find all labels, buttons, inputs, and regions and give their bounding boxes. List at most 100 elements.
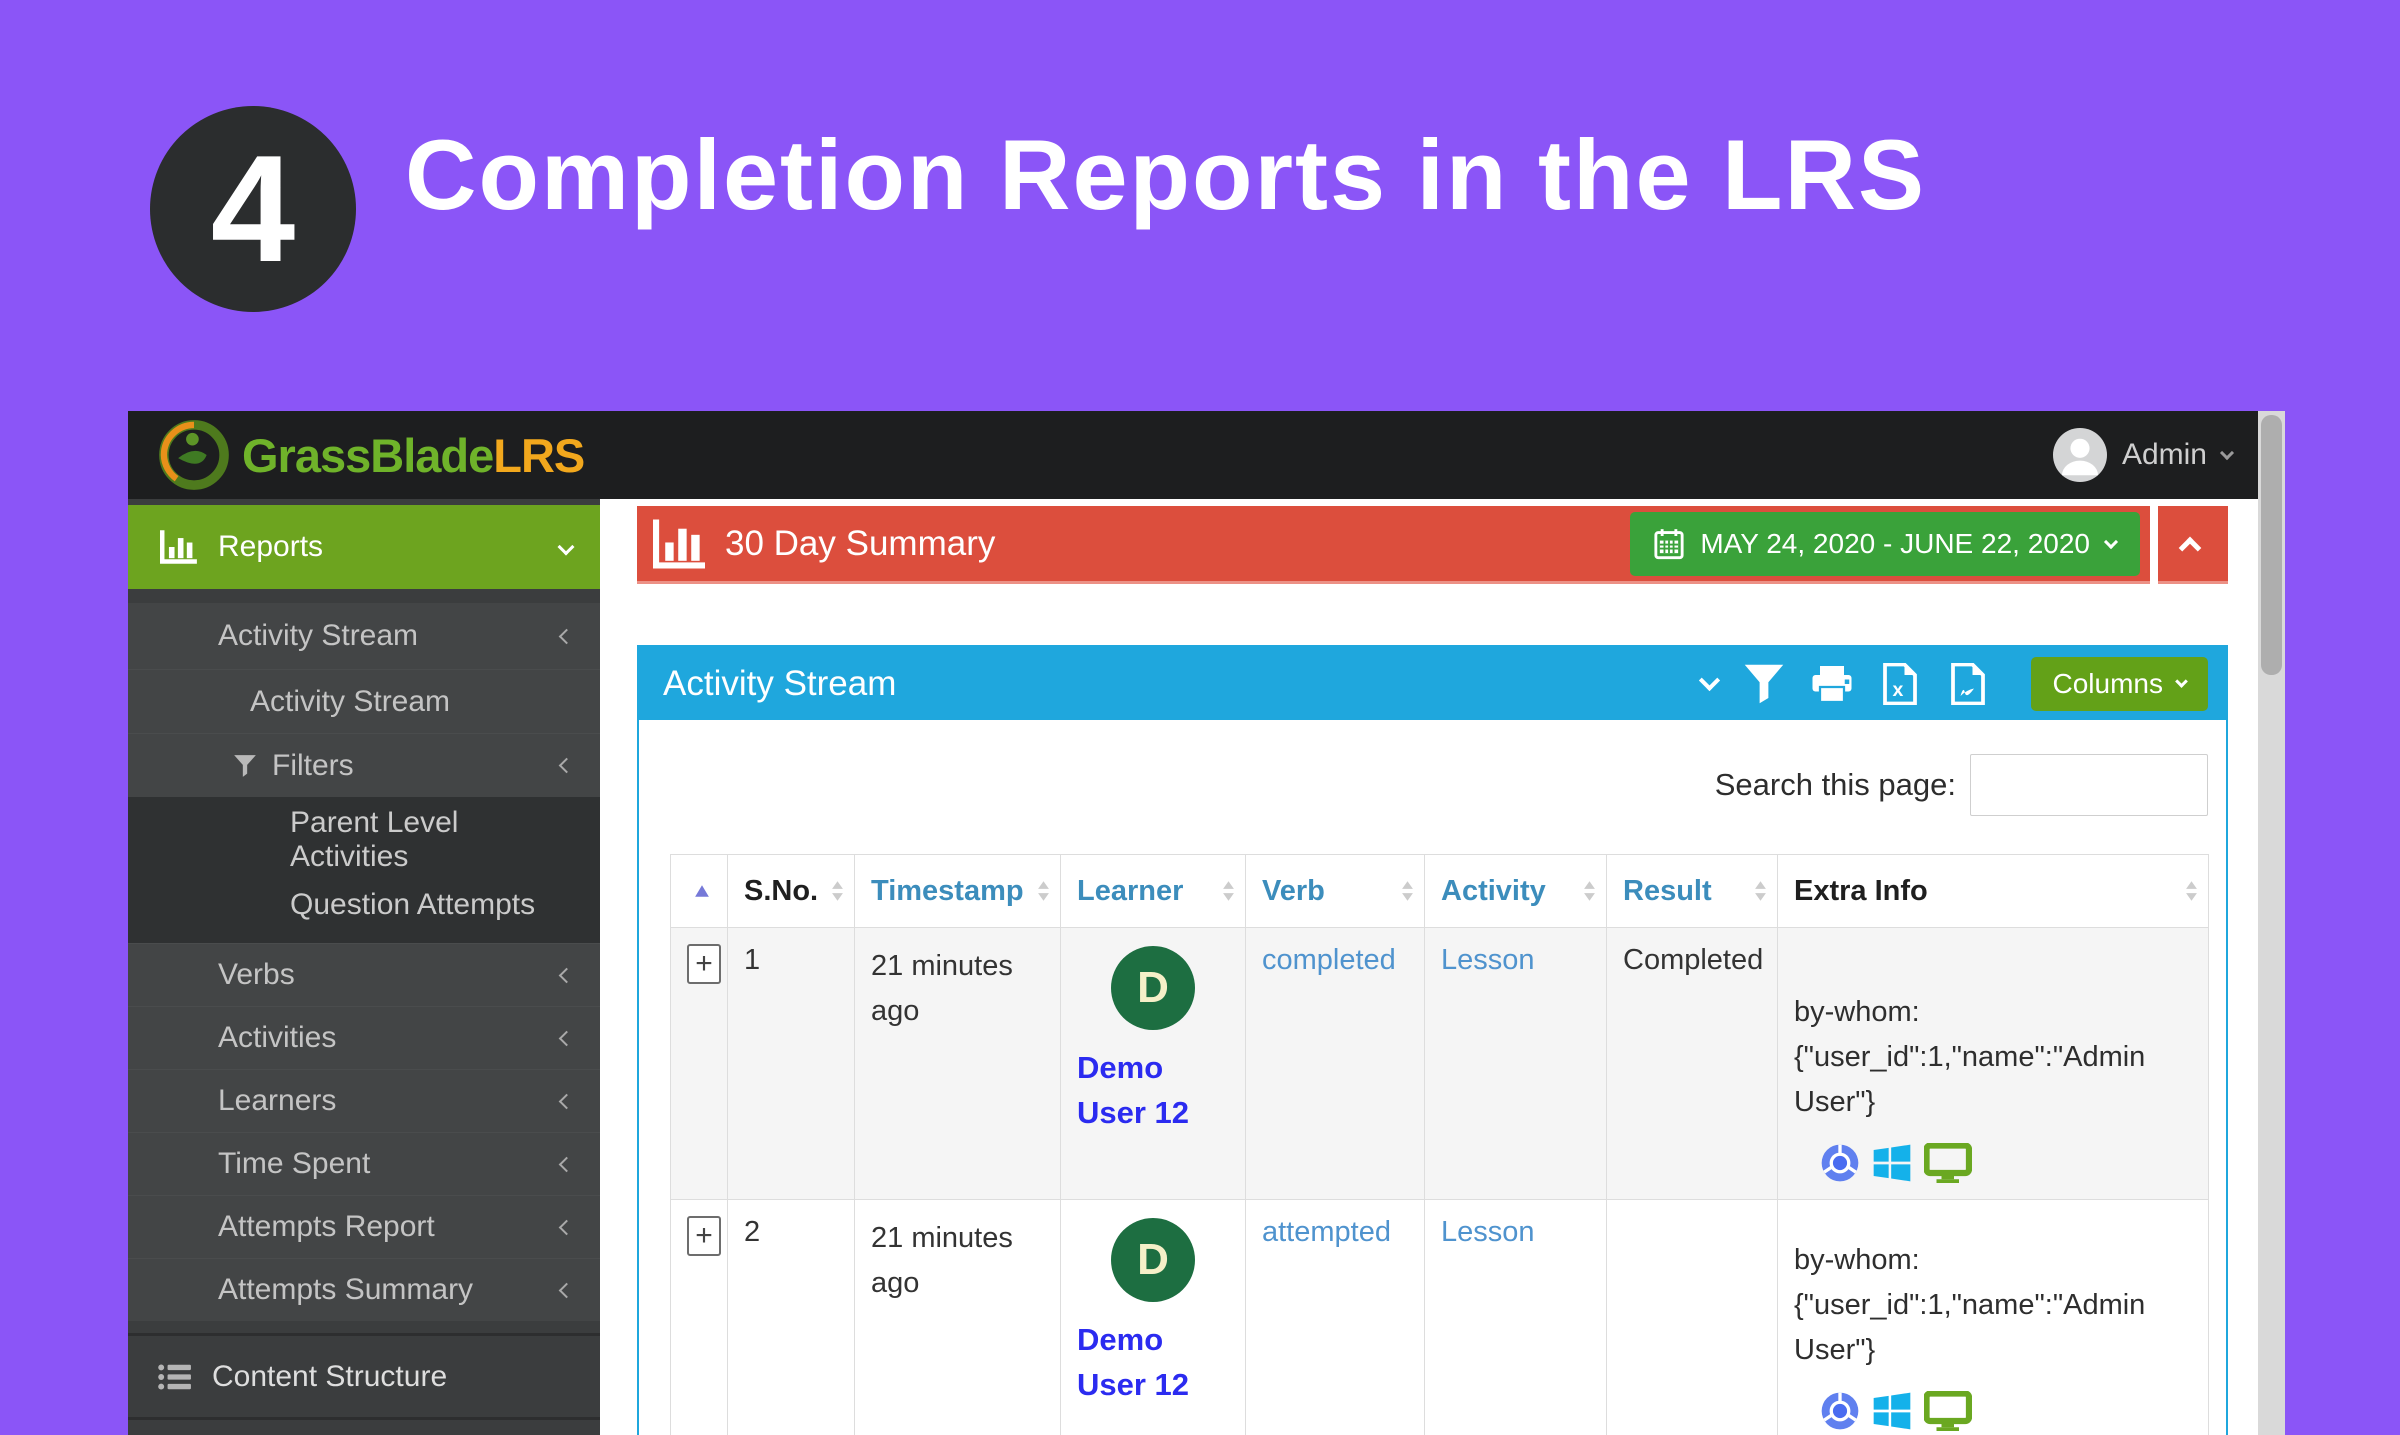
sidebar-item-reports[interactable]: Reports bbox=[128, 505, 600, 589]
step-number-badge: 4 bbox=[150, 106, 356, 312]
sidebar-item-activities[interactable]: Activities bbox=[128, 1006, 600, 1069]
sidebar-item-label: Reports bbox=[218, 530, 324, 563]
app-header: GrassBladeLRS Admin bbox=[128, 411, 2258, 499]
learner-link[interactable]: Demo User 12 bbox=[1077, 1050, 1190, 1130]
cell-timestamp: 21 minutes ago bbox=[854, 1198, 1061, 1435]
sidebar-item-content-structure[interactable]: Content Structure bbox=[128, 1336, 600, 1420]
user-menu[interactable]: Admin bbox=[2052, 428, 2235, 482]
sidebar-item-label: Time Spent bbox=[218, 1147, 371, 1180]
date-range-button[interactable]: MAY 24, 2020 - JUNE 22, 2020 bbox=[1630, 511, 2140, 576]
brand-name-primary: GrassBlade bbox=[242, 428, 494, 482]
cell-verb: completed bbox=[1245, 927, 1425, 1200]
column-header-activity[interactable]: Activity bbox=[1424, 854, 1607, 928]
step-number: 4 bbox=[210, 123, 296, 294]
column-sort-indicator[interactable] bbox=[670, 854, 728, 928]
cell-result: Completed bbox=[1606, 927, 1778, 1200]
sidebar-item-activity-stream[interactable]: Activity Stream bbox=[128, 603, 600, 669]
chevron-left-icon bbox=[558, 1093, 575, 1109]
columns-button[interactable]: Columns bbox=[2030, 656, 2208, 711]
column-header-learner[interactable]: Learner bbox=[1060, 854, 1246, 928]
environment-icons bbox=[1820, 1390, 2192, 1431]
expand-row-button[interactable]: + bbox=[687, 1215, 721, 1256]
sidebar-item-label: Question Attempts bbox=[290, 888, 536, 921]
cell-learner: D Demo User 12 bbox=[1060, 927, 1246, 1200]
print-button[interactable] bbox=[1811, 663, 1853, 705]
pdf-file-icon bbox=[1950, 662, 1985, 705]
brand-name: GrassBladeLRS bbox=[242, 428, 585, 483]
sidebar-item-attempts-summary[interactable]: Attempts Summary bbox=[128, 1258, 600, 1321]
sort-icon bbox=[1584, 881, 1595, 901]
learner-link[interactable]: Demo User 12 bbox=[1077, 1321, 1190, 1402]
printer-icon bbox=[1812, 665, 1852, 703]
sidebar-divider bbox=[128, 1333, 600, 1336]
sidebar-item-filters[interactable]: Filters bbox=[128, 733, 600, 797]
sidebar-item-label: Activities bbox=[218, 1021, 337, 1054]
filter-button[interactable] bbox=[1743, 663, 1785, 705]
grassblade-logo-icon bbox=[159, 420, 229, 490]
verb-link[interactable]: completed bbox=[1262, 944, 1396, 976]
activity-link[interactable]: Lesson bbox=[1441, 1215, 1535, 1248]
cell-extra-info: by-whom: {"user_id":1,"name":"Admin User… bbox=[1777, 927, 2209, 1200]
sidebar-item-label: Learners bbox=[218, 1084, 337, 1117]
chrome-icon bbox=[1821, 1144, 1859, 1182]
collapse-button[interactable] bbox=[2158, 505, 2222, 583]
activity-link[interactable]: Lesson bbox=[1441, 944, 1535, 976]
column-header-timestamp[interactable]: Timestamp bbox=[854, 854, 1061, 928]
vertical-scrollbar[interactable] bbox=[2258, 411, 2285, 1435]
sidebar-item-label: Verbs bbox=[218, 958, 295, 991]
column-header-verb[interactable]: Verb bbox=[1245, 854, 1425, 928]
collapse-panel-button[interactable] bbox=[1698, 669, 1720, 692]
chevron-left-icon bbox=[558, 1030, 575, 1046]
column-header-sno[interactable]: S.No. bbox=[727, 854, 855, 928]
app-window: GrassBladeLRS Admin bbox=[128, 411, 2285, 1435]
cell-sno: 1 bbox=[727, 927, 855, 1200]
scrollbar-thumb[interactable] bbox=[2261, 415, 2282, 675]
sidebar-item-parent-level-activities[interactable]: Parent Level Activities bbox=[128, 806, 600, 873]
sidebar-item-question-attempts[interactable]: Question Attempts bbox=[128, 873, 600, 937]
sidebar-item-label: Activity Stream bbox=[218, 619, 419, 652]
environment-icons bbox=[1820, 1142, 2192, 1183]
chevron-down-icon bbox=[2219, 445, 2235, 460]
windows-icon bbox=[1873, 1144, 1911, 1182]
sidebar-item-verbs[interactable]: Verbs bbox=[128, 943, 600, 1006]
export-pdf-button[interactable] bbox=[1947, 662, 1989, 705]
calendar-icon bbox=[1654, 528, 1684, 559]
sort-icon bbox=[1402, 881, 1413, 901]
excel-file-icon: x bbox=[1882, 662, 1917, 705]
sidebar-item-attempts-report[interactable]: Attempts Report bbox=[128, 1195, 600, 1258]
sort-icon bbox=[1755, 881, 1766, 901]
sidebar-item-label: Activity Stream bbox=[250, 684, 451, 718]
date-range-label: MAY 24, 2020 - JUNE 22, 2020 bbox=[1700, 527, 2090, 559]
brand-logo-area: GrassBladeLRS bbox=[156, 417, 585, 493]
verb-link[interactable]: attempted bbox=[1262, 1215, 1391, 1248]
column-header-extra-info[interactable]: Extra Info bbox=[1777, 854, 2209, 928]
filter-icon bbox=[1744, 664, 1783, 703]
panel-header: Activity Stream bbox=[639, 647, 2226, 720]
sort-icon bbox=[1223, 881, 1234, 901]
sort-icon bbox=[2186, 881, 2197, 901]
chevron-left-icon bbox=[558, 967, 575, 983]
sidebar-item-time-spent[interactable]: Time Spent bbox=[128, 1132, 600, 1195]
table-row: + 2 21 minutes ago D Demo User 12 attemp… bbox=[670, 1198, 2209, 1435]
sort-ascending-icon bbox=[695, 885, 709, 897]
expand-row-button[interactable]: + bbox=[687, 944, 721, 984]
chevron-down-icon bbox=[2175, 675, 2188, 688]
list-icon bbox=[158, 1363, 191, 1390]
monitor-icon bbox=[1924, 1390, 1972, 1431]
column-header-result[interactable]: Result bbox=[1606, 854, 1778, 928]
sidebar: Reports Activity Stream Activity Stream bbox=[128, 499, 600, 1435]
search-input[interactable] bbox=[1970, 754, 2208, 816]
windows-icon bbox=[1873, 1392, 1911, 1429]
cell-learner: D Demo User 12 bbox=[1060, 1198, 1246, 1435]
sidebar-item-activity-stream-child[interactable]: Activity Stream bbox=[128, 669, 600, 733]
activity-table: S.No. Timestamp Learner Verb Activity Re… bbox=[670, 854, 2209, 1435]
cell-activity: Lesson bbox=[1424, 1198, 1607, 1435]
summary-title: 30 Day Summary bbox=[725, 523, 996, 563]
export-excel-button[interactable]: x bbox=[1879, 662, 1921, 705]
sidebar-item-learners[interactable]: Learners bbox=[128, 1069, 600, 1132]
summary-bar: 30 Day Summary bbox=[637, 506, 2228, 584]
chevron-left-icon bbox=[558, 757, 575, 774]
chevron-down-icon bbox=[1698, 669, 1720, 692]
chevron-down-icon bbox=[557, 538, 575, 556]
